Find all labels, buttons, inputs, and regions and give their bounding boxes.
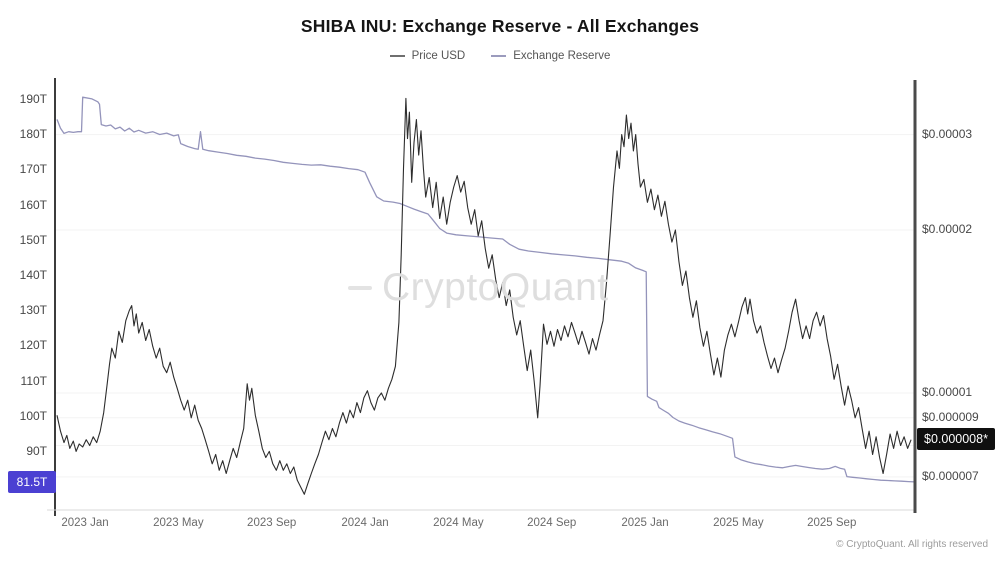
x-axis-tick: 2025 Jan: [621, 517, 669, 529]
price-line: [56, 97, 912, 495]
x-axis-tick: 2023 May: [153, 517, 204, 529]
left-axis-tick: 100T: [19, 408, 47, 423]
reserve-current-value-badge: 81.5T: [8, 470, 56, 493]
x-axis-tick: 2023 Sep: [247, 517, 297, 529]
chart-title: SHIBA INU: Exchange Reserve - All Exchan…: [300, 16, 700, 36]
x-axis-tick: 2024 Jan: [341, 517, 389, 529]
reserve-line: [56, 96, 915, 483]
left-axis-tick: 180T: [19, 127, 47, 142]
left-axis-tick: 140T: [19, 268, 47, 282]
legend-item-price[interactable]: Price USD: [389, 50, 466, 62]
x-axis-tick: 2025 May: [713, 517, 764, 529]
x-axis-tick: 2024 May: [433, 517, 484, 529]
left-axis-tick: 160T: [19, 197, 47, 212]
copyright-notice: © CryptoQuant. All rights reserved: [836, 539, 988, 550]
left-axis-tick: 190T: [19, 92, 47, 106]
left-axis-tick: 170T: [19, 162, 47, 177]
price-line-swatch-icon: [389, 55, 405, 57]
legend-label-reserve: Exchange Reserve: [513, 50, 611, 62]
left-axis-tick: 90T: [26, 444, 47, 458]
legend-item-reserve[interactable]: Exchange Reserve: [491, 50, 610, 62]
chart-legend: Price USD Exchange Reserve: [0, 50, 1000, 62]
reserve-line-swatch-icon: [491, 55, 507, 57]
right-axis-tick: $0.00003: [922, 126, 973, 141]
x-axis-tick: 2024 Sep: [527, 517, 577, 529]
x-axis-tick: 2023 Jan: [61, 517, 109, 529]
x-axis-tick: 2025 Sep: [807, 517, 857, 529]
left-axis-tick: 130T: [19, 303, 47, 318]
right-axis-tick: $0.000007: [922, 468, 979, 483]
legend-label-price: Price USD: [411, 50, 466, 62]
left-axis-tick: 110T: [20, 373, 47, 388]
left-axis-tick: 150T: [19, 232, 47, 247]
right-axis-tick: $0.00001: [922, 385, 973, 399]
right-axis-tick: $0.00002: [922, 221, 973, 236]
right-axis-tick: $0.000009: [922, 409, 979, 424]
price-current-value-badge: $0.000008*: [917, 428, 995, 451]
left-axis-tick: 120T: [19, 338, 47, 353]
